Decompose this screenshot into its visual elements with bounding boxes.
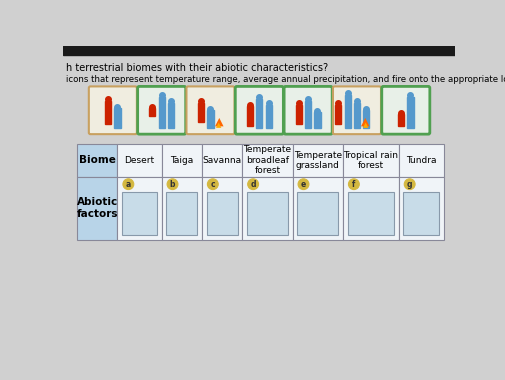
Bar — [77, 176, 117, 240]
Bar — [398, 144, 443, 176]
Bar — [256, 99, 262, 128]
Bar — [114, 108, 120, 128]
Bar — [242, 176, 292, 240]
Bar — [201, 176, 242, 240]
Text: e: e — [300, 180, 306, 189]
Bar — [166, 192, 197, 235]
FancyBboxPatch shape — [89, 86, 137, 134]
Circle shape — [207, 179, 218, 190]
Text: b: b — [170, 180, 175, 189]
Text: Taiga: Taiga — [170, 156, 193, 165]
Text: ▲: ▲ — [362, 122, 368, 128]
Bar — [105, 101, 111, 124]
Bar — [297, 192, 338, 235]
Bar — [207, 110, 213, 128]
Text: Temperate
broadleaf
forest: Temperate broadleaf forest — [243, 146, 291, 175]
Bar — [265, 105, 271, 128]
Bar — [402, 192, 438, 235]
Bar — [292, 144, 342, 176]
Text: Savanna: Savanna — [202, 156, 241, 165]
FancyBboxPatch shape — [381, 86, 429, 134]
Bar — [162, 176, 201, 240]
Circle shape — [123, 179, 133, 190]
Text: Biome: Biome — [79, 155, 116, 165]
Bar — [117, 176, 162, 240]
Text: f: f — [351, 180, 355, 189]
Circle shape — [403, 179, 414, 190]
Bar — [305, 101, 311, 128]
Circle shape — [247, 179, 258, 190]
Text: ▲: ▲ — [214, 116, 223, 127]
Bar — [149, 108, 155, 116]
Bar — [158, 97, 165, 128]
Bar — [246, 106, 252, 126]
Bar — [246, 192, 287, 235]
Bar — [292, 176, 342, 240]
Bar — [398, 176, 443, 240]
Text: Tundra: Tundra — [405, 156, 436, 165]
FancyBboxPatch shape — [186, 86, 234, 134]
Text: Tropical rain
forest: Tropical rain forest — [343, 150, 397, 170]
Bar — [242, 144, 292, 176]
FancyBboxPatch shape — [235, 86, 283, 134]
Bar — [162, 144, 201, 176]
Bar — [206, 192, 237, 235]
Text: icons that represent temperature range, average annual precipitation, and fire o: icons that represent temperature range, … — [66, 75, 505, 84]
Bar — [342, 144, 398, 176]
Circle shape — [348, 179, 359, 190]
Bar — [122, 192, 157, 235]
Text: Temperate
grassland: Temperate grassland — [293, 150, 341, 170]
Text: a: a — [125, 180, 131, 189]
Bar — [347, 192, 393, 235]
Bar — [407, 97, 413, 128]
Text: g: g — [406, 180, 412, 189]
FancyBboxPatch shape — [137, 86, 185, 134]
Text: ▲: ▲ — [216, 122, 221, 128]
Bar — [397, 114, 403, 126]
FancyBboxPatch shape — [284, 86, 331, 134]
Text: ▲: ▲ — [361, 116, 369, 127]
Bar — [335, 105, 341, 124]
Text: d: d — [250, 180, 256, 189]
Bar — [342, 176, 398, 240]
Bar — [314, 112, 320, 128]
Bar — [353, 103, 360, 128]
Bar — [363, 110, 369, 128]
Bar — [295, 105, 301, 124]
Bar — [77, 144, 117, 176]
Text: Desert: Desert — [124, 156, 155, 165]
Bar — [198, 103, 204, 122]
Text: c: c — [210, 180, 215, 189]
Circle shape — [297, 179, 309, 190]
Bar — [63, 46, 454, 55]
Bar — [201, 144, 242, 176]
Circle shape — [167, 179, 178, 190]
FancyBboxPatch shape — [332, 86, 380, 134]
Bar — [117, 144, 162, 176]
Bar — [344, 95, 350, 128]
Bar — [168, 103, 174, 128]
Text: Abiotic
factors: Abiotic factors — [76, 197, 118, 219]
Text: h terrestrial biomes with their abiotic characteristics?: h terrestrial biomes with their abiotic … — [66, 63, 328, 73]
